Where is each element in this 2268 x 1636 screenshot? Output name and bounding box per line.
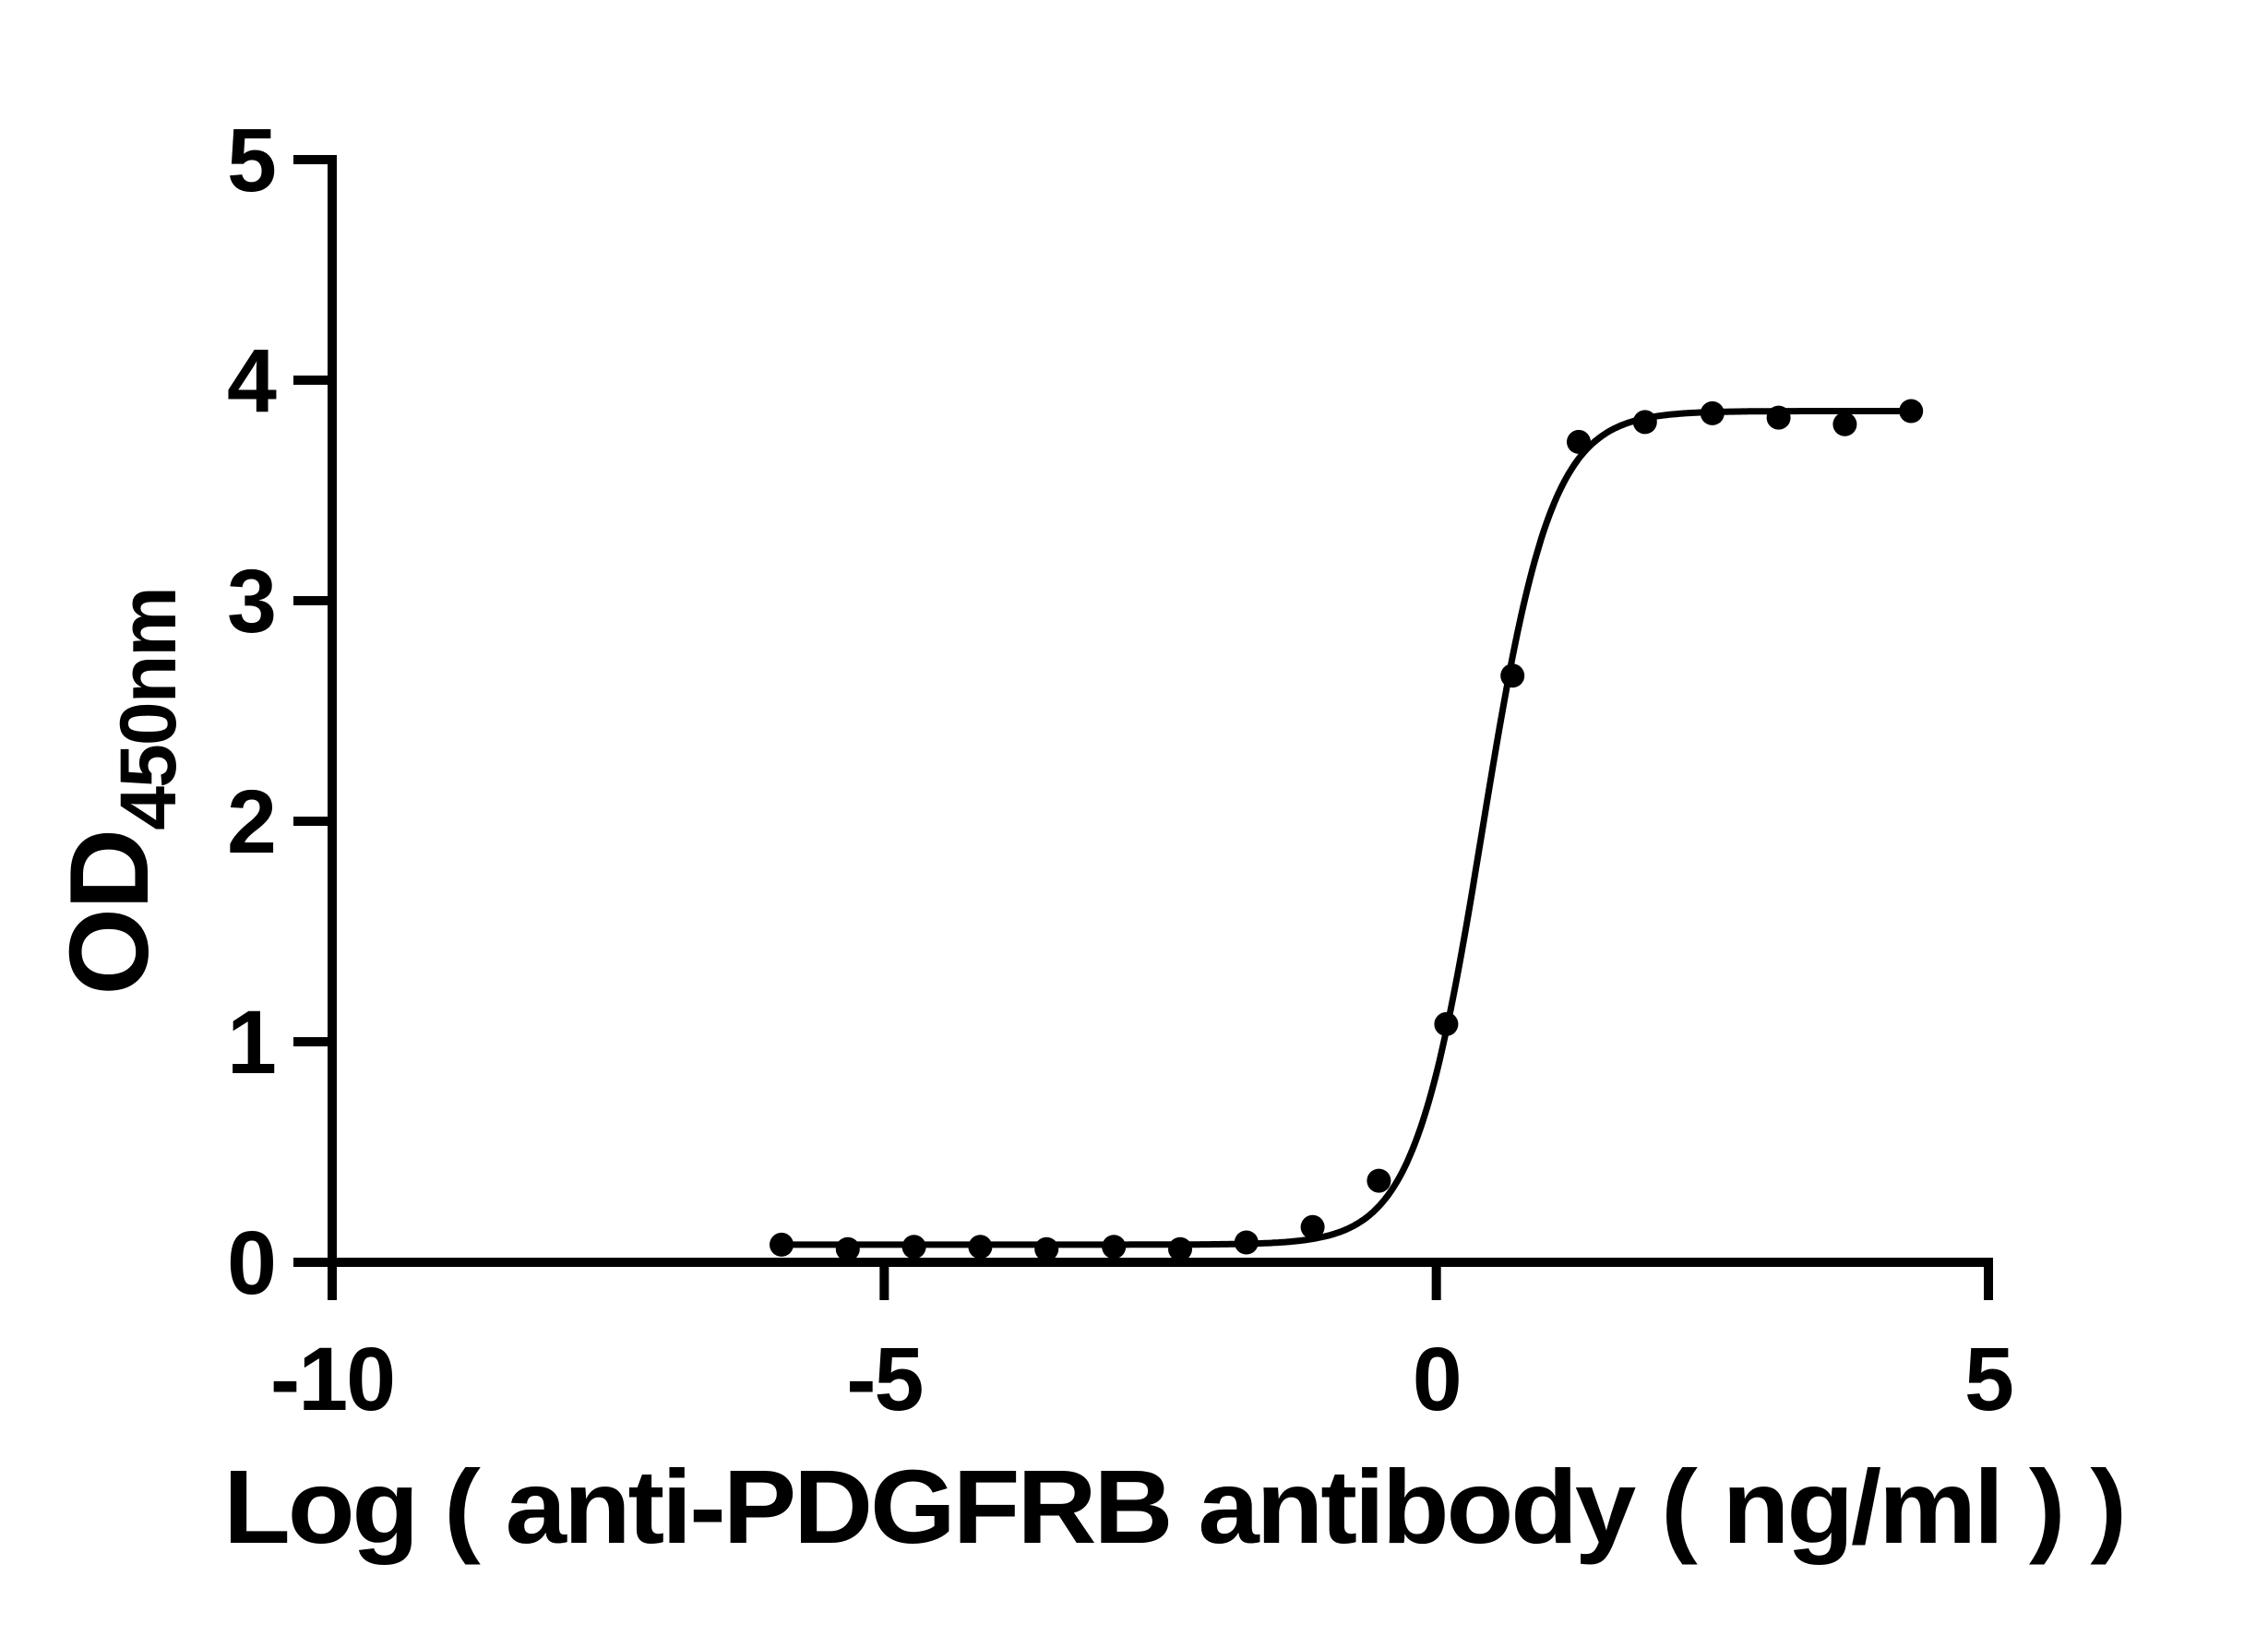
y-tick-label-4: 4 (227, 330, 277, 431)
x-tick-label-5: 5 (1964, 1329, 2012, 1429)
y-tick-label-2: 2 (227, 771, 275, 872)
x-tick-label--5: -5 (846, 1329, 922, 1429)
data-point-14 (1700, 400, 1725, 425)
labels-layer: Log ( anti-PDGFRB antibody ( ng/ml ) ) 0… (46, 110, 2127, 1565)
data-point-9 (1367, 1168, 1391, 1193)
data-point-6 (1168, 1236, 1192, 1261)
fit-curve-layer (778, 408, 1914, 1248)
x-tick-label-0: 0 (1413, 1329, 1461, 1429)
data-point-13 (1632, 410, 1657, 435)
data-point-1 (835, 1236, 860, 1261)
data-point-15 (1766, 405, 1791, 430)
y-axis-title-main: OD (46, 830, 172, 996)
y-tick-label-5: 5 (227, 110, 275, 210)
axes-layer (293, 155, 1993, 1300)
data-point-8 (1300, 1214, 1325, 1239)
x-axis-title: Log ( anti-PDGFRB antibody ( ng/ml ) ) (223, 1449, 2124, 1565)
data-point-16 (1832, 412, 1857, 436)
x-tick-label--10: -10 (270, 1329, 394, 1429)
data-point-5 (1102, 1235, 1127, 1260)
data-point-10 (1434, 1011, 1459, 1036)
data-point-12 (1567, 429, 1591, 454)
data-point-2 (901, 1235, 926, 1260)
data-points-layer (770, 399, 1924, 1261)
y-axis-title-subscript: 450nm (104, 588, 193, 830)
y-tick-label-1: 1 (227, 992, 275, 1093)
data-point-11 (1500, 663, 1525, 688)
data-point-4 (1034, 1236, 1059, 1261)
y-tick-label-0: 0 (227, 1212, 275, 1313)
sigmoidal-fit-curve (778, 408, 1914, 1248)
data-point-0 (770, 1232, 794, 1257)
y-tick-label-3: 3 (227, 551, 275, 651)
data-point-17 (1899, 399, 1924, 424)
data-point-7 (1234, 1230, 1259, 1255)
y-axis-title: OD450nm (46, 588, 193, 996)
data-point-3 (968, 1235, 993, 1260)
